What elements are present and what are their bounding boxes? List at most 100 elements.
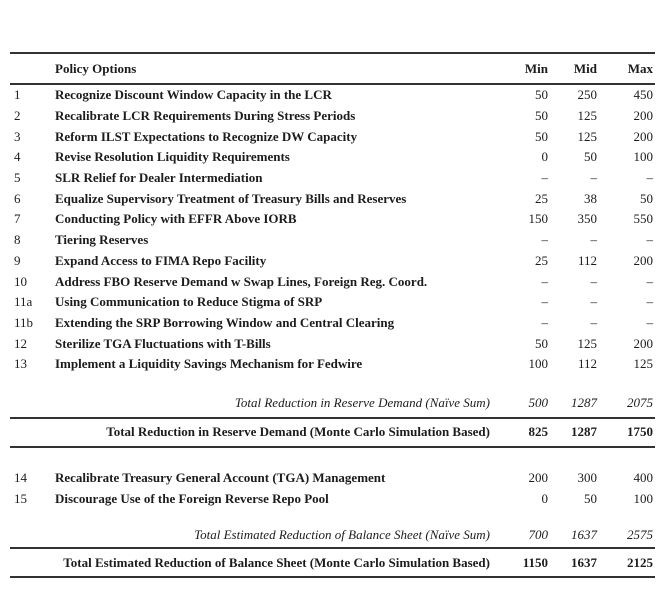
min-value: –: [541, 273, 549, 289]
mid-value: 1637: [571, 554, 597, 570]
policy-option-label: Extending the SRP Borrowing Window and C…: [55, 314, 395, 330]
max-value: 200: [633, 335, 654, 351]
row-number: 15: [14, 490, 27, 506]
mid-value: –: [590, 294, 598, 310]
header-max: Max: [627, 60, 653, 76]
policy-option-label: Recalibrate Treasury General Account (TG…: [55, 469, 386, 485]
row-number: 11b: [14, 314, 34, 330]
mid-value: 112: [577, 356, 597, 372]
table-row: 10 Address FBO Reserve Demand w Swap Lin…: [10, 271, 655, 292]
table-rule-reserve-bottom: [10, 445, 655, 448]
policy-option-label: Reform ILST Expectations to Recognize DW…: [55, 128, 358, 144]
min-value: –: [541, 314, 549, 330]
balance-naive-sum-label: Total Estimated Reduction of Balance She…: [194, 527, 490, 542]
row-number: 2: [14, 108, 21, 124]
table-row: 7 Conducting Policy with EFFR Above IORB…: [10, 209, 655, 230]
table-row: 3 Reform ILST Expectations to Recognize …: [10, 126, 655, 147]
min-value: 0: [541, 490, 549, 506]
max-value: –: [646, 294, 654, 310]
table-row: 15 Discourage Use of the Foreign Reverse…: [10, 488, 655, 509]
policy-option-label: Recalibrate LCR Requirements During Stre…: [55, 108, 356, 124]
mid-value: 50: [584, 149, 597, 165]
row-number: 3: [14, 128, 21, 144]
table-rule-header: [10, 83, 655, 85]
table-row: 8 Tiering Reserves – – –: [10, 230, 655, 251]
mid-value: 1287: [571, 424, 597, 440]
mid-value: –: [590, 273, 598, 289]
table-row: 2 Recalibrate LCR Requirements During St…: [10, 106, 655, 127]
mid-value: 1637: [571, 527, 597, 542]
reserve-monte-carlo-row: Total Reduction in Reserve Demand (Monte…: [10, 419, 655, 446]
section-gap: [10, 375, 655, 389]
row-number: 12: [14, 335, 27, 351]
max-value: –: [646, 273, 654, 289]
policy-options-table: Policy Options Min Mid Max 1 Recognize D…: [10, 52, 655, 578]
min-value: 500: [528, 394, 549, 410]
min-value: 825: [528, 424, 549, 440]
policy-option-label: Equalize Supervisory Treatment of Treasu…: [55, 190, 407, 206]
row-number: 5: [14, 170, 21, 186]
policy-option-label: SLR Relief for Dealer Intermediation: [55, 170, 263, 186]
mid-value: –: [590, 314, 598, 330]
table-row: 4 Revise Resolution Liquidity Requiremen…: [10, 147, 655, 168]
min-value: 25: [535, 252, 548, 268]
row-number: 6: [14, 190, 21, 206]
table-row: 11b Extending the SRP Borrowing Window a…: [10, 313, 655, 334]
min-value: 0: [541, 149, 549, 165]
row-number: 4: [14, 149, 21, 165]
max-value: 50: [640, 190, 653, 206]
policy-option-label: Revise Resolution Liquidity Requirements: [55, 149, 290, 165]
mid-value: 125: [577, 128, 598, 144]
table-row: 5 SLR Relief for Dealer Intermediation –…: [10, 168, 655, 189]
table-row: 11a Using Communication to Reduce Stigma…: [10, 292, 655, 313]
reserve-naive-sum-row: Total Reduction in Reserve Demand (Naïve…: [10, 389, 655, 417]
section-gap: [10, 448, 655, 468]
mid-value: 38: [584, 190, 597, 206]
row-number: 7: [14, 211, 21, 227]
reserve-monte-carlo-label: Total Reduction in Reserve Demand (Monte…: [106, 424, 490, 440]
max-value: 550: [633, 211, 654, 227]
row-number: 9: [14, 252, 21, 268]
mid-value: 50: [584, 490, 597, 506]
row-number: 1: [14, 87, 21, 103]
table-row: 9 Expand Access to FIMA Repo Facility 25…: [10, 251, 655, 272]
mid-value: 350: [577, 211, 598, 227]
table-rule-top: [10, 52, 655, 54]
mid-value: 125: [577, 108, 598, 124]
mid-value: –: [590, 170, 598, 186]
max-value: –: [646, 232, 654, 248]
mid-value: 112: [577, 252, 597, 268]
min-value: –: [541, 170, 549, 186]
table-rule-reserve-top: [10, 416, 655, 419]
table-row: 13 Implement a Liquidity Savings Mechani…: [10, 354, 655, 375]
min-value: 50: [535, 335, 548, 351]
policy-option-label: Address FBO Reserve Demand w Swap Lines,…: [55, 273, 428, 289]
table-row: 6 Equalize Supervisory Treatment of Trea…: [10, 188, 655, 209]
row-number: 10: [14, 273, 27, 289]
max-value: 100: [633, 149, 654, 165]
balance-monte-carlo-label: Total Estimated Reduction of Balance She…: [63, 554, 490, 570]
max-value: 100: [633, 490, 654, 506]
mid-value: 1287: [571, 394, 597, 410]
max-value: 2075: [627, 394, 653, 410]
mid-value: –: [590, 232, 598, 248]
min-value: 50: [535, 128, 548, 144]
table-row: 14 Recalibrate Treasury General Account …: [10, 468, 655, 489]
policy-option-label: Sterilize TGA Fluctuations with T-Bills: [55, 335, 271, 351]
policy-option-label: Implement a Liquidity Savings Mechanism …: [55, 356, 363, 372]
section-gap: [10, 509, 655, 523]
reserve-naive-sum-label: Total Reduction in Reserve Demand (Naïve…: [234, 394, 490, 410]
row-number: 8: [14, 232, 21, 248]
max-value: 200: [633, 128, 654, 144]
policy-option-label: Using Communication to Reduce Stigma of …: [55, 294, 323, 310]
min-value: 150: [528, 211, 549, 227]
table-rule-balance-top: [10, 547, 655, 549]
max-value: 200: [633, 252, 654, 268]
mid-value: 250: [577, 87, 598, 103]
max-value: 400: [633, 469, 654, 485]
min-value: 1150: [522, 554, 548, 570]
min-value: 700: [528, 527, 549, 542]
min-value: 100: [528, 356, 549, 372]
policy-option-label: Discourage Use of the Foreign Reverse Re…: [55, 490, 329, 506]
row-number: 14: [14, 469, 27, 485]
